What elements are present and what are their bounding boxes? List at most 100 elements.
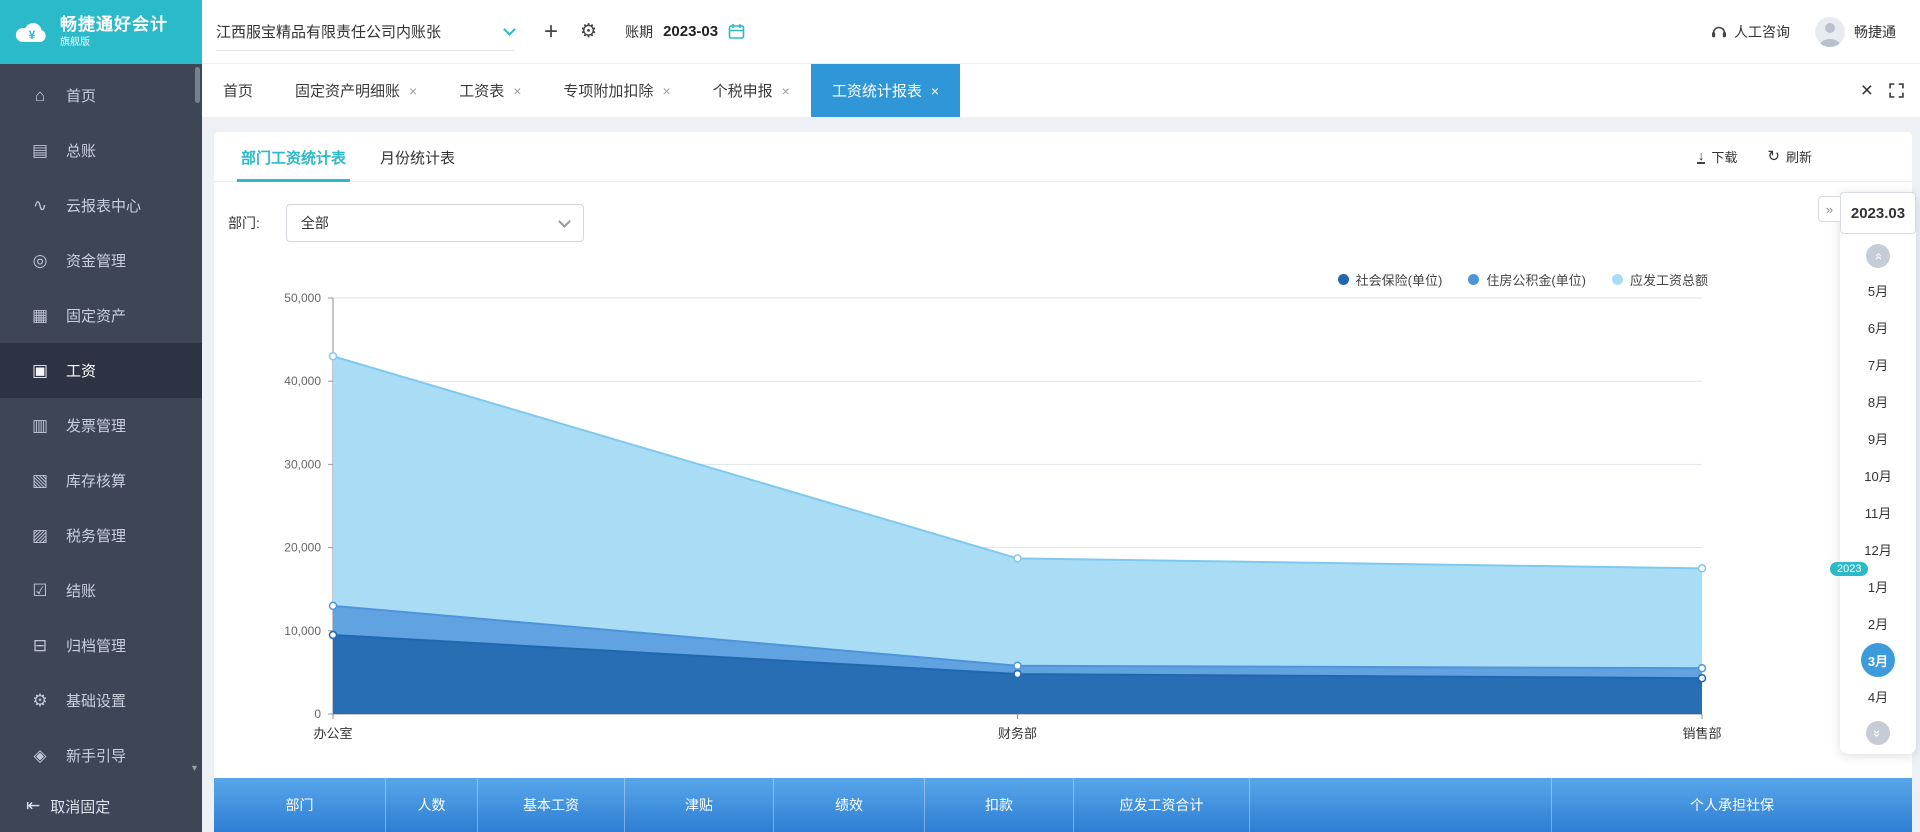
tab-salary-statistics-report[interactable]: 工资统计报表 × [810, 64, 961, 117]
legend-label: 应发工资总额 [1629, 273, 1708, 288]
tab-special-additional-deduction[interactable]: 专项附加扣除 × [542, 64, 691, 117]
tab-label: 个税申报 [712, 83, 773, 100]
table-column-header: 人数 [386, 778, 478, 832]
sidebar-item-label: 结账 [66, 583, 97, 600]
month-option-4月[interactable]: 4月 [1867, 690, 1889, 705]
salary-icon: ▣ [31, 360, 49, 380]
legend-label: 住房公积金(单位) [1486, 273, 1586, 288]
tab-close-icon[interactable]: × [409, 82, 418, 99]
add-button[interactable]: + [544, 17, 559, 45]
sidebar-item-label: 基础设置 [66, 693, 127, 710]
avatar[interactable] [1815, 16, 1845, 47]
table-column-header: 部门 [214, 778, 386, 832]
scroll-months-down-button[interactable]: » [1866, 721, 1890, 745]
department-salary-area-chart: 0 10,000 20,000 30,000 40,000 50,000 办公室 财务部 销售部 [284, 291, 1721, 741]
sidebar-item-closing[interactable]: ☑ 结账 [0, 563, 202, 618]
department-filter-label: 部门: [228, 215, 260, 231]
sidebar-item-inventory-accounting[interactable]: ▧ 库存核算 [0, 453, 202, 508]
tab-close-icon[interactable]: × [513, 82, 522, 99]
download-button[interactable]: ↓ 下载 [1696, 147, 1737, 166]
tab-close-icon[interactable]: × [930, 82, 940, 99]
tab-personal-tax-filing[interactable]: 个税申报 × [692, 64, 811, 117]
report-panel: 部门工资统计表 月份统计表 ↓ 下载 ↻ 刷新 部门: 全部 社会保险(单位) 住房… [214, 132, 1912, 832]
sidebar-item-salary[interactable]: ▣ 工资 [0, 343, 202, 398]
legend-item[interactable]: 社会保险(单位) [1337, 270, 1443, 289]
table-column-header: 绩效 [774, 778, 925, 832]
legend-item[interactable]: 住房公积金(单位) [1468, 270, 1586, 289]
tab-home[interactable]: 首页 [202, 64, 274, 117]
sidebar-item-basic-settings[interactable]: ⚙ 基础设置 [0, 673, 202, 728]
close-all-tabs-icon[interactable]: × [1860, 79, 1873, 102]
unpin-label: 取消固定 [50, 798, 111, 816]
gear-icon[interactable]: ⚙ [580, 21, 598, 42]
company-selector[interactable]: 江西服宝精品有限责任公司内账张 [216, 13, 516, 51]
collapse-month-panel-icon[interactable]: » [1818, 196, 1840, 222]
report-subtab-bar: 部门工资统计表 月份统计表 ↓ 下载 ↻ 刷新 [214, 132, 1912, 182]
brand-edition: 旗舰版 [60, 36, 90, 48]
tab-label: 固定资产明细账 [295, 83, 401, 100]
scroll-months-up-button[interactable]: » [1866, 244, 1890, 268]
period-value[interactable]: 2023-03 [663, 23, 719, 40]
cloud-report-icon: ∿ [32, 195, 48, 215]
tab-close-icon[interactable]: × [781, 82, 790, 99]
tab-label: 工资统计报表 [831, 83, 922, 100]
month-option-7月[interactable]: 7月 [1867, 358, 1889, 373]
funds-icon: ◎ [32, 250, 48, 270]
subtab-department-salary-stats[interactable]: 部门工资统计表 [224, 132, 363, 182]
sidebar-scrollbar-thumb[interactable] [195, 67, 200, 103]
sidebar-item-archive-management[interactable]: ⊟ 归档管理 [0, 618, 202, 673]
tab-fixed-asset-detail[interactable]: 固定资产明细账 × [274, 64, 438, 117]
table-column-header: 津贴 [625, 778, 774, 832]
sidebar-item-general-ledger[interactable]: ▤ 总账 [0, 123, 202, 178]
calendar-icon[interactable] [728, 23, 745, 40]
month-option-3月[interactable]: 3月 [1861, 643, 1895, 677]
fixed-assets-icon: ▦ [31, 305, 49, 325]
table-header-spacer [1250, 778, 1552, 832]
sidebar-item-beginner-guide[interactable]: ◈ 新手引导 [0, 728, 202, 783]
period-label: 账期 [625, 23, 654, 40]
top-bar: ¥ 畅捷通好会计 旗舰版 江西服宝精品有限责任公司内账张 + ⚙ 账期 2023… [0, 0, 1920, 64]
department-filter-select[interactable]: 全部 [285, 204, 584, 242]
svg-text:¥: ¥ [29, 28, 36, 42]
human-support-link[interactable]: 人工咨询 [1710, 22, 1790, 42]
legend-label: 社会保险(单位) [1355, 273, 1443, 288]
sidebar-item-cloud-report-center[interactable]: ∿ 云报表中心 [0, 178, 202, 233]
sidebar-item-label: 固定资产 [66, 308, 127, 325]
double-chevron-down-icon: » [1870, 729, 1886, 737]
salary-area-chart-mount: 0 10,000 20,000 30,000 40,000 50,000 办公室 财务部 销售部 [250, 285, 1730, 765]
sidebar-item-funds-management[interactable]: ◎ 资金管理 [0, 233, 202, 288]
archive-icon: ⊟ [32, 635, 48, 655]
sidebar-item-fixed-assets[interactable]: ▦ 固定资产 [0, 288, 202, 343]
salary-table-header: 部门 人数 基本工资 津贴 绩效 扣款 应发工资合计 个人承担社保 [214, 778, 1912, 832]
sidebar-item-invoice-management[interactable]: ▥ 发票管理 [0, 398, 202, 453]
unpin-sidebar-button[interactable]: ⇤ 取消固定 [0, 780, 202, 832]
svg-text:40,000: 40,000 [284, 374, 321, 388]
tab-label: 首页 [223, 83, 254, 100]
month-option-5月[interactable]: 5月 [1867, 284, 1889, 299]
sidebar-scroll-down-icon[interactable]: ▾ [191, 763, 197, 774]
month-selector-panel: » 2023.03 » 5月 6月 7月 8月 9月 10月 11月 12月 1月 2月 3月 4月 … [1818, 192, 1916, 754]
tab-close-icon[interactable]: × [662, 82, 671, 99]
month-option-12月[interactable]: 12月 [1864, 543, 1892, 558]
month-option-2月[interactable]: 2月 [1867, 617, 1889, 632]
month-option-11月[interactable]: 11月 [1864, 506, 1892, 521]
month-option-8月[interactable]: 8月 [1867, 395, 1889, 410]
tab-salary-sheet[interactable]: 工资表 × [438, 64, 542, 117]
department-filter-row: 部门: 全部 [228, 204, 584, 242]
month-option-6月[interactable]: 6月 [1867, 321, 1889, 336]
sidebar-item-label: 工资 [66, 363, 97, 380]
refresh-button[interactable]: ↻ 刷新 [1767, 147, 1812, 166]
fullscreen-expand-icon[interactable] [1889, 83, 1904, 98]
subtab-monthly-stats[interactable]: 月份统计表 [380, 149, 456, 167]
current-period-box[interactable]: 2023.03 [1840, 192, 1916, 234]
sidebar-item-home[interactable]: ⌂ 首页 [0, 68, 202, 123]
sidebar-item-tax-management[interactable]: ▨ 税务管理 [0, 508, 202, 563]
user-name[interactable]: 畅捷通 [1854, 23, 1896, 40]
chevron-down-icon [558, 214, 571, 228]
legend-item[interactable]: 应发工资总额 [1611, 270, 1708, 289]
refresh-icon: ↻ [1767, 148, 1780, 165]
month-option-10月[interactable]: 10月 [1864, 469, 1892, 484]
month-option-9月[interactable]: 9月 [1867, 432, 1889, 447]
download-icon: ↓ [1696, 147, 1706, 164]
month-option-1月[interactable]: 1月 [1867, 580, 1889, 595]
